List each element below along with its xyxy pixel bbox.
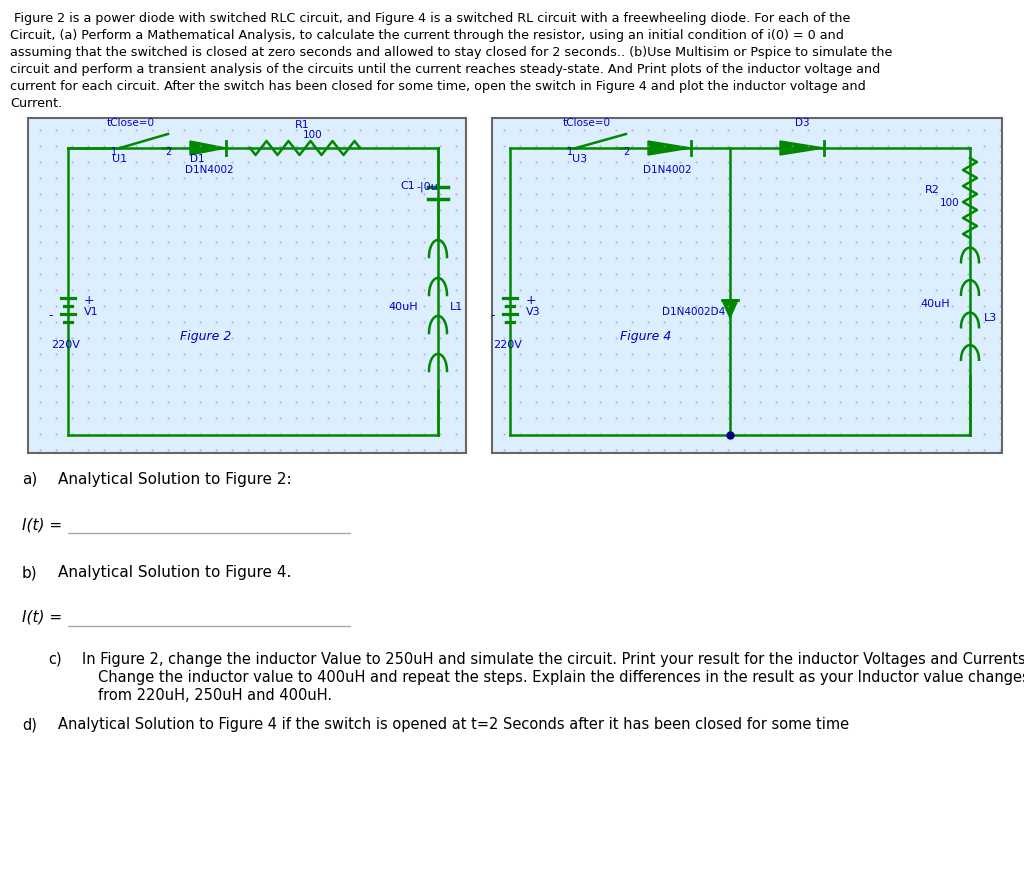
Text: V3: V3 xyxy=(526,307,541,317)
Text: 1: 1 xyxy=(567,147,573,157)
Text: 220V: 220V xyxy=(51,340,81,350)
Text: 1: 1 xyxy=(111,147,117,157)
Text: R1: R1 xyxy=(295,120,309,130)
Text: U3: U3 xyxy=(572,154,588,164)
Text: D1N4002D4: D1N4002D4 xyxy=(662,307,725,317)
Text: D1: D1 xyxy=(190,154,205,164)
Text: R2: R2 xyxy=(925,185,940,195)
Text: Change the inductor value to 400uH and repeat the steps. Explain the differences: Change the inductor value to 400uH and r… xyxy=(98,670,1024,685)
Text: from 220uH, 250uH and 400uH.: from 220uH, 250uH and 400uH. xyxy=(98,688,332,703)
Text: -|0u: -|0u xyxy=(416,181,437,192)
Text: 2: 2 xyxy=(165,147,171,157)
Text: circuit and perform a transient analysis of the circuits until the current reach: circuit and perform a transient analysis… xyxy=(10,63,881,76)
Text: 40uH: 40uH xyxy=(920,299,949,309)
Polygon shape xyxy=(648,141,691,155)
Text: Figure 4: Figure 4 xyxy=(620,330,672,343)
Text: assuming that the switched is closed at zero seconds and allowed to stay closed : assuming that the switched is closed at … xyxy=(10,46,892,59)
Text: Figure 2 is a power diode with switched RLC circuit, and Figure 4 is a switched : Figure 2 is a power diode with switched … xyxy=(10,12,850,25)
Text: Circuit, (a) Perform a Mathematical Analysis, to calculate the current through t: Circuit, (a) Perform a Mathematical Anal… xyxy=(10,29,844,42)
Text: b): b) xyxy=(22,565,38,580)
Text: I(t) =: I(t) = xyxy=(22,610,62,625)
Bar xyxy=(492,118,1002,453)
Text: V1: V1 xyxy=(84,307,98,317)
Text: 40uH: 40uH xyxy=(388,302,418,312)
Text: U1: U1 xyxy=(113,154,128,164)
Text: c): c) xyxy=(48,652,61,667)
Text: D1N4002: D1N4002 xyxy=(185,165,233,175)
Text: tClose=0: tClose=0 xyxy=(106,118,155,128)
Text: current for each circuit. After the switch has been closed for some time, open t: current for each circuit. After the swit… xyxy=(10,80,865,93)
Text: D3: D3 xyxy=(795,118,810,128)
Text: 100: 100 xyxy=(303,130,323,140)
Polygon shape xyxy=(780,141,824,155)
Text: L3: L3 xyxy=(984,313,997,323)
Text: 100: 100 xyxy=(940,198,959,208)
Text: d): d) xyxy=(22,717,37,732)
Bar xyxy=(28,118,466,453)
Text: 2: 2 xyxy=(623,147,629,157)
Text: D1N4002: D1N4002 xyxy=(643,165,691,175)
Text: -: - xyxy=(48,310,52,323)
Text: L1: L1 xyxy=(450,302,463,312)
Text: 220V: 220V xyxy=(494,340,522,350)
Polygon shape xyxy=(722,300,738,318)
Text: Analytical Solution to Figure 2:: Analytical Solution to Figure 2: xyxy=(58,472,292,487)
Text: -: - xyxy=(490,310,495,323)
Text: tClose=0: tClose=0 xyxy=(563,118,611,128)
Text: +: + xyxy=(526,293,537,306)
Text: +: + xyxy=(84,293,94,306)
Text: Analytical Solution to Figure 4.: Analytical Solution to Figure 4. xyxy=(58,565,292,580)
Text: In Figure 2, change the inductor Value to 250uH and simulate the circuit. Print : In Figure 2, change the inductor Value t… xyxy=(82,652,1024,667)
Polygon shape xyxy=(190,141,226,155)
Text: Figure 2: Figure 2 xyxy=(180,330,231,343)
Text: C1: C1 xyxy=(400,181,415,191)
Text: Analytical Solution to Figure 4 if the switch is opened at t=2 Seconds after it : Analytical Solution to Figure 4 if the s… xyxy=(58,717,849,732)
Text: I(t) =: I(t) = xyxy=(22,517,62,532)
Text: a): a) xyxy=(22,472,37,487)
Text: Current.: Current. xyxy=(10,97,62,110)
